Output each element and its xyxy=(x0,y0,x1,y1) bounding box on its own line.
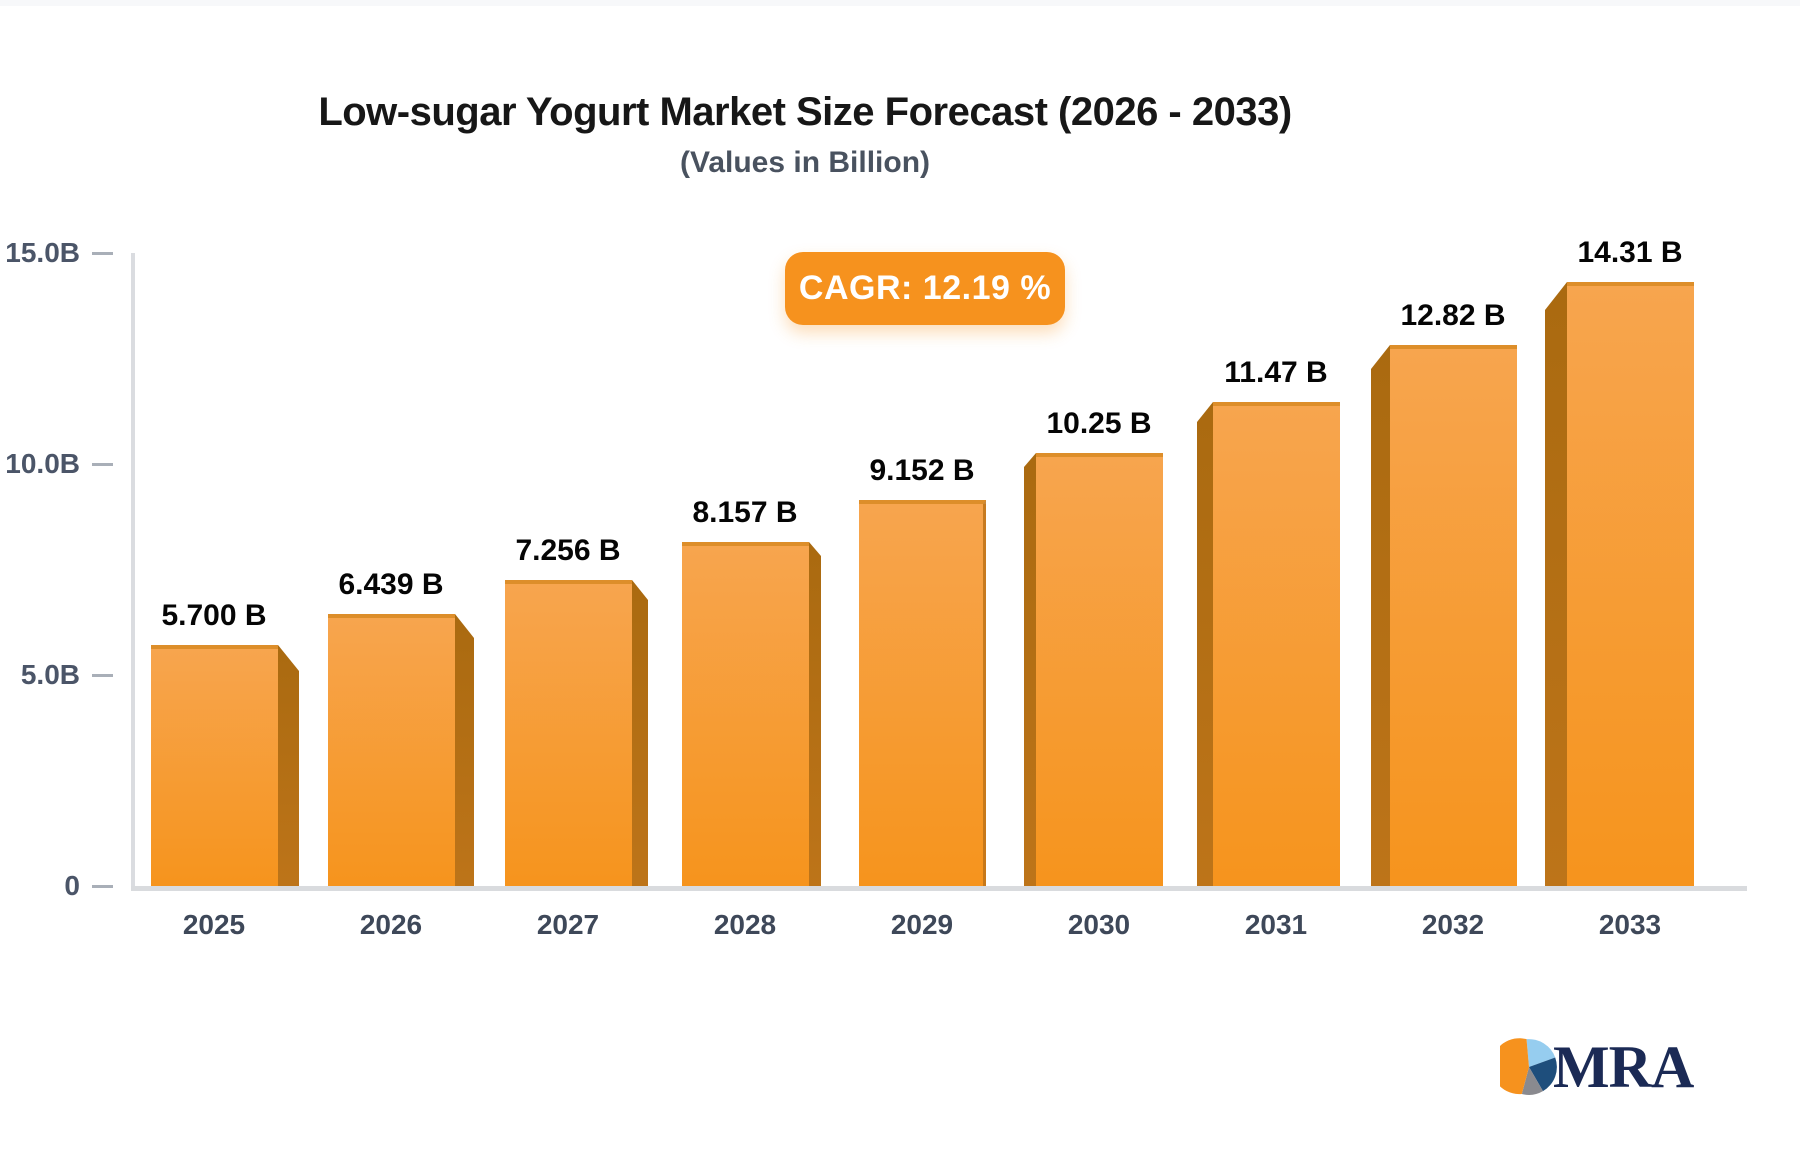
x-axis-label: 2025 xyxy=(182,909,246,940)
y-axis-tick-label: 15.0B xyxy=(5,237,80,268)
bar xyxy=(859,500,986,886)
bar xyxy=(151,645,278,886)
y-axis-tick-label: 0 xyxy=(64,870,80,901)
bar-value-label: 11.47 B xyxy=(1224,356,1328,389)
brand-logo: MRA xyxy=(1500,1034,1694,1100)
y-axis-tick-mark xyxy=(92,252,113,255)
y-axis-tick-label: 5.0B xyxy=(20,659,80,690)
bar xyxy=(1036,453,1163,886)
bar xyxy=(1567,282,1694,886)
bar xyxy=(328,614,455,886)
cagr-badge: CAGR: 12.19 % xyxy=(785,252,1065,325)
bar-value-label: 5.700 B xyxy=(161,599,267,632)
x-axis-label: 2026 xyxy=(359,909,423,940)
bar xyxy=(682,542,809,886)
bar-value-label: 14.31 B xyxy=(1577,236,1683,269)
bar xyxy=(505,580,632,886)
bar-side-face xyxy=(1371,345,1390,886)
y-axis-tick-mark xyxy=(92,674,113,677)
bar-side-face xyxy=(1024,453,1036,886)
x-axis-line xyxy=(131,886,1747,891)
bar-side-face xyxy=(1197,402,1213,886)
brand-logo-text: MRA xyxy=(1553,1034,1694,1100)
bar-side-face xyxy=(809,542,821,886)
x-axis-label: 2033 xyxy=(1598,909,1662,940)
bar-value-label: 12.82 B xyxy=(1400,299,1506,332)
bar-side-face xyxy=(632,580,648,886)
y-axis-tick-mark xyxy=(92,885,113,888)
bar-side-face xyxy=(455,614,474,886)
chart-title: Low-sugar Yogurt Market Size Forecast (2… xyxy=(318,90,1292,134)
x-axis-label: 2027 xyxy=(536,909,600,940)
bar-side-face xyxy=(1545,282,1567,886)
chart-subtitle: (Values in Billion) xyxy=(679,146,931,179)
top-strip xyxy=(0,0,1800,6)
bar-value-label: 9.152 B xyxy=(869,454,975,487)
bar-value-label: 7.256 B xyxy=(515,534,621,567)
pie-chart-logo-icon xyxy=(1500,1038,1557,1095)
bar-value-label: 8.157 B xyxy=(692,496,798,529)
y-axis-tick-mark xyxy=(92,463,113,466)
y-axis-tick-label: 10.0B xyxy=(5,448,80,479)
bar-value-label: 6.439 B xyxy=(338,568,444,601)
x-axis-label: 2031 xyxy=(1244,909,1308,940)
bar xyxy=(1390,345,1517,886)
bar-value-label: 10.25 B xyxy=(1046,407,1152,440)
x-axis-label: 2029 xyxy=(890,909,954,940)
bar-side-face xyxy=(278,645,299,886)
bar xyxy=(1213,402,1340,886)
x-axis-label: 2032 xyxy=(1421,909,1485,940)
x-axis-label: 2028 xyxy=(713,909,777,940)
cagr-badge-label: CAGR: 12.19 % xyxy=(798,269,1052,307)
x-axis-label: 2030 xyxy=(1067,909,1131,940)
y-axis-line xyxy=(131,253,135,890)
